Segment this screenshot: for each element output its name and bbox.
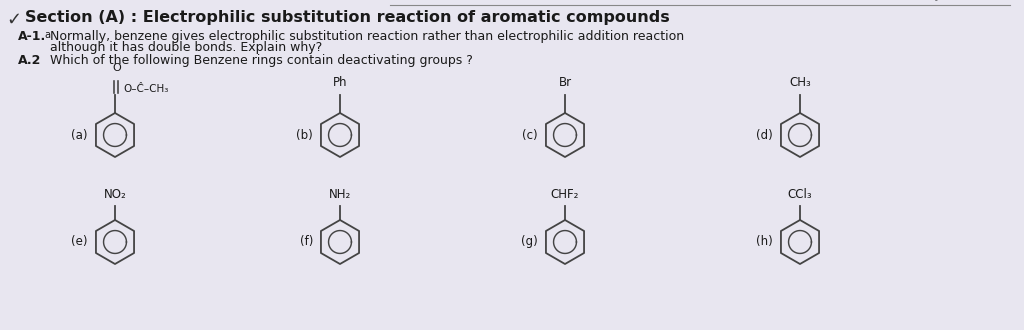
Text: Ph: Ph (333, 76, 347, 89)
Text: (g): (g) (521, 236, 538, 248)
Text: CHF₂: CHF₂ (551, 188, 580, 201)
Text: (a): (a) (72, 128, 88, 142)
Text: NO₂: NO₂ (103, 188, 126, 201)
Text: O: O (113, 63, 122, 73)
Text: Which of the following Benzene rings contain deactivating groups ?: Which of the following Benzene rings con… (50, 54, 473, 67)
Text: although it has double bonds. Explain why?: although it has double bonds. Explain wh… (50, 41, 323, 54)
Text: Section (A) : Electrophilic substitution reaction of aromatic compounds: Section (A) : Electrophilic substitution… (25, 10, 670, 25)
Text: Br: Br (558, 76, 571, 89)
Text: NH₂: NH₂ (329, 188, 351, 201)
Text: (e): (e) (72, 236, 88, 248)
Text: (h): (h) (757, 236, 773, 248)
Text: A.2: A.2 (18, 54, 41, 67)
Text: Normally, benzene gives electrophilic substitution reaction rather than electrop: Normally, benzene gives electrophilic su… (50, 30, 684, 43)
Text: (d): (d) (757, 128, 773, 142)
Text: ✓: ✓ (6, 11, 22, 29)
Text: (b): (b) (296, 128, 313, 142)
Text: CH₃: CH₃ (790, 76, 811, 89)
Text: (c): (c) (522, 128, 538, 142)
Text: (f): (f) (300, 236, 313, 248)
Text: O–Ĉ–CH₃: O–Ĉ–CH₃ (123, 84, 168, 94)
Text: CCl₃: CCl₃ (787, 188, 812, 201)
Text: a: a (44, 30, 50, 40)
Text: A-1.: A-1. (18, 30, 46, 43)
Text: ACTIVE QUESTIONS: ACTIVE QUESTIONS (874, 0, 1010, 2)
